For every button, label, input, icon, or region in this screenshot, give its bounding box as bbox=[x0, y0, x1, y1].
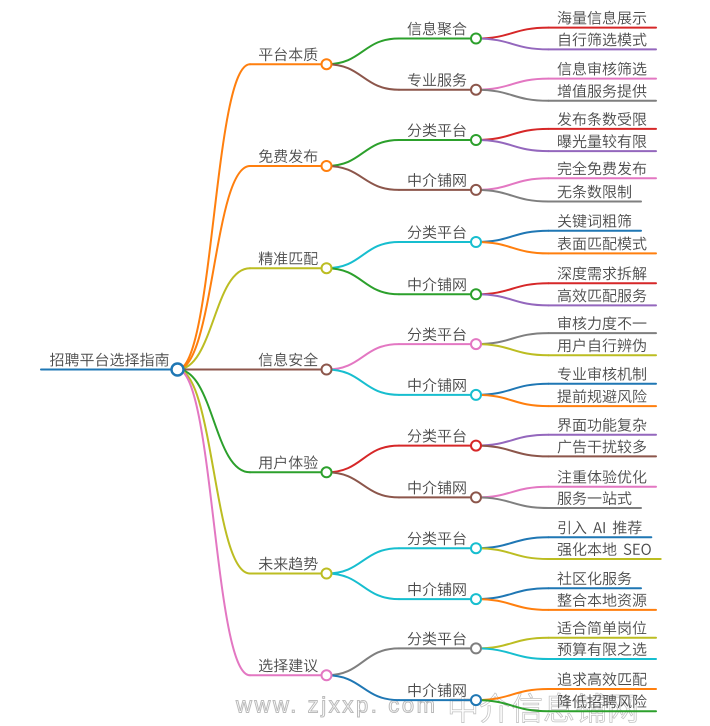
svg-text:www. zjxxp. com: www. zjxxp. com bbox=[235, 693, 438, 718]
